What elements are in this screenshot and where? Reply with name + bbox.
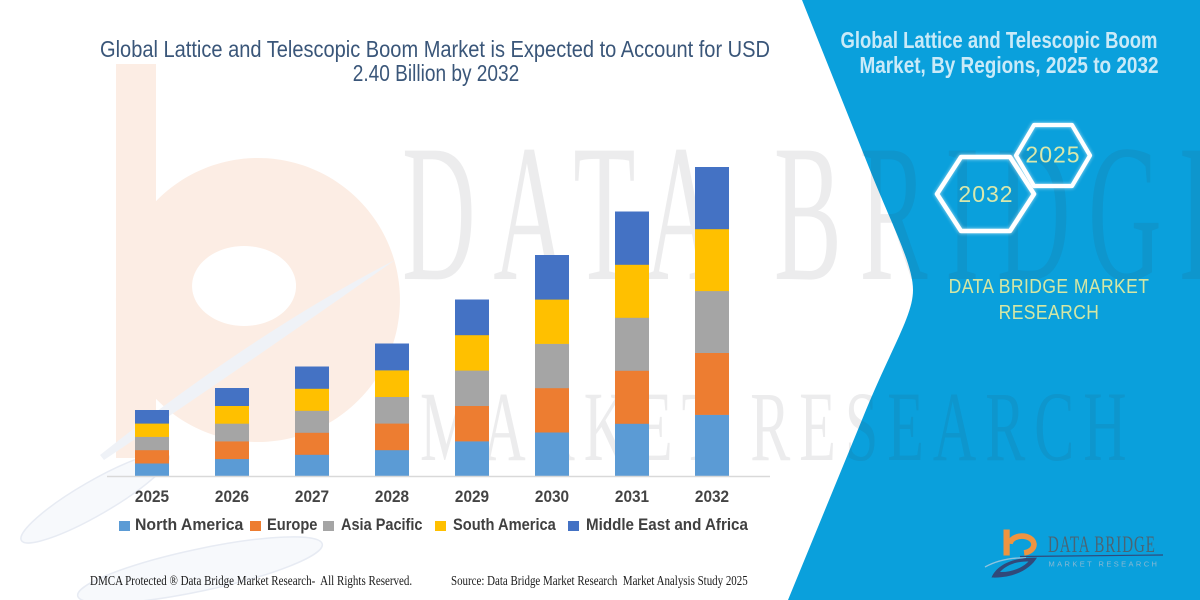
svg-text:MARKET RESEARCH: MARKET RESEARCH [1049, 560, 1160, 569]
svg-text:2032: 2032 [958, 181, 1013, 207]
svg-text:DATA BRIDGE: DATA BRIDGE [1048, 533, 1156, 558]
svg-text:2025: 2025 [1025, 142, 1080, 168]
